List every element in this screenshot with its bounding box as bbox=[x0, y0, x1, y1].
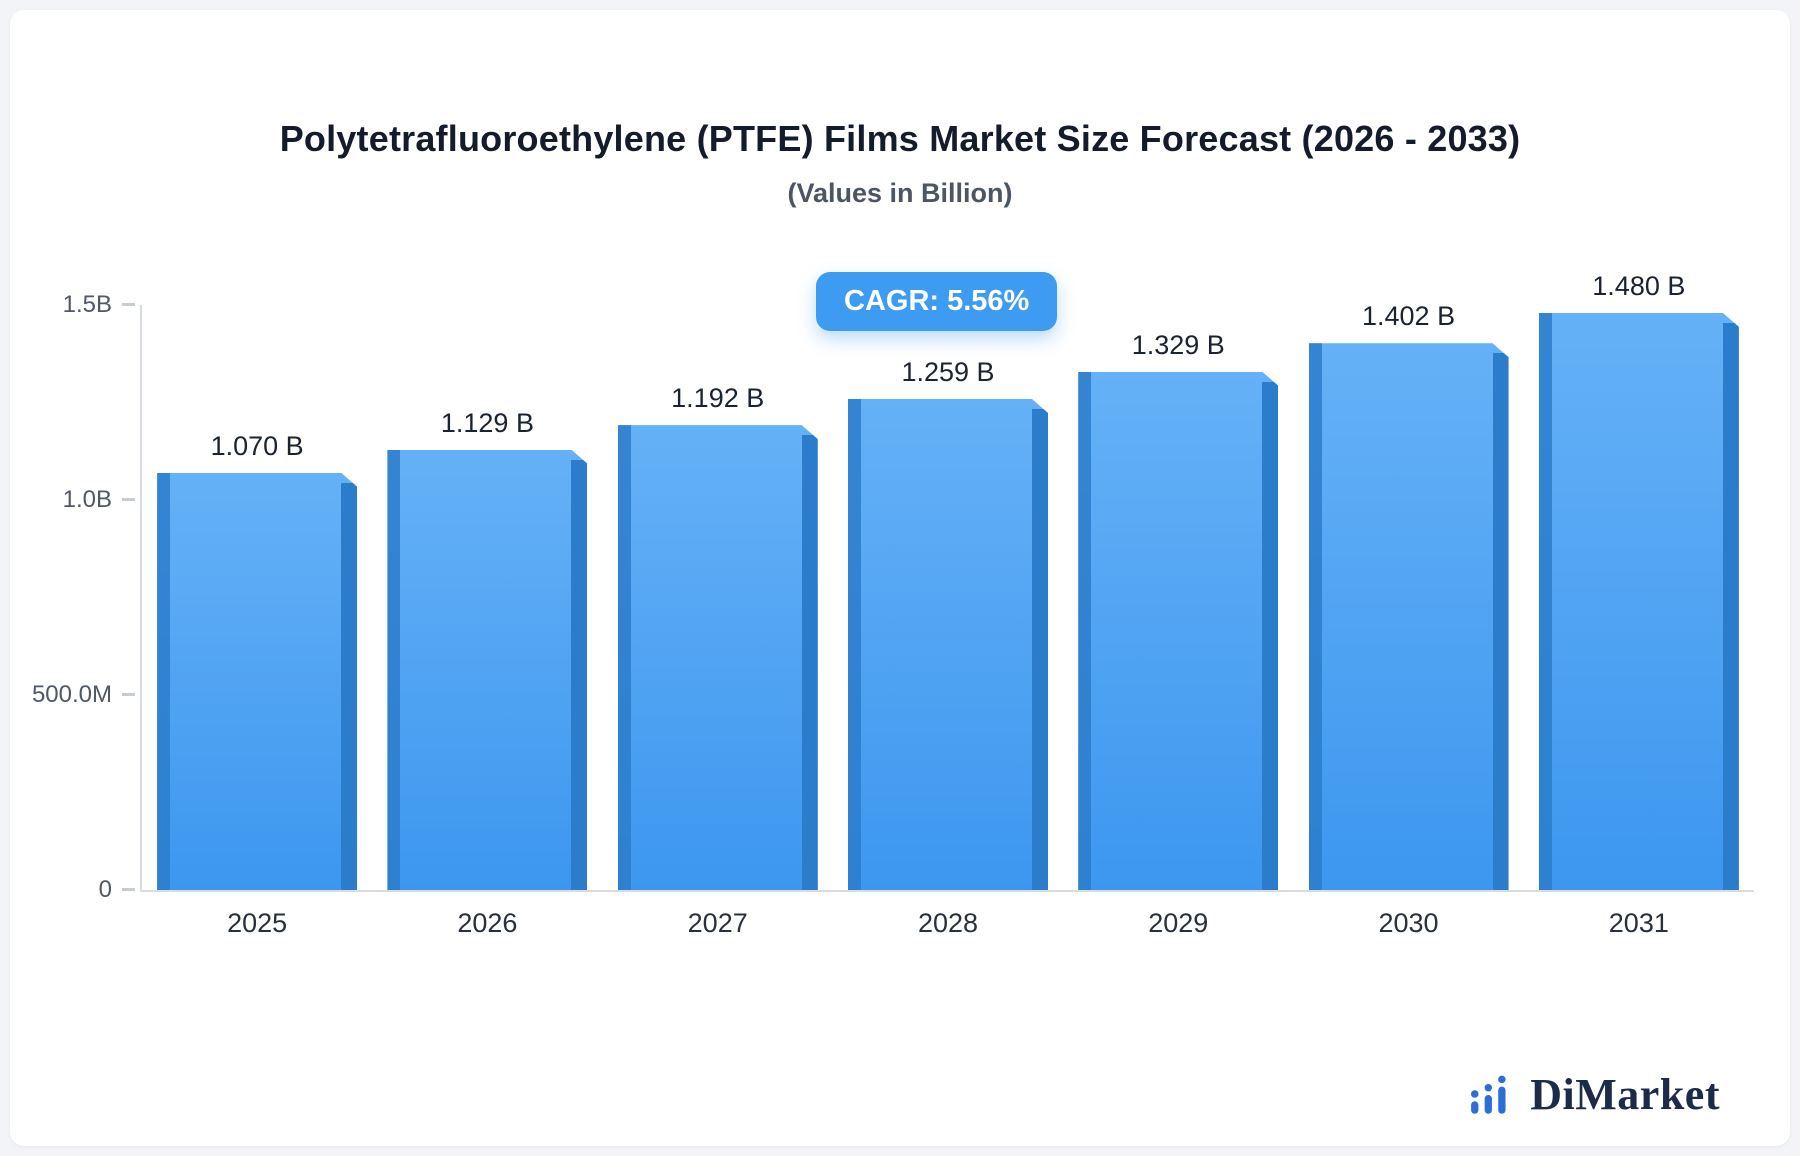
bar-2029 bbox=[1078, 372, 1278, 890]
y-tick-mark bbox=[122, 303, 135, 306]
x-axis-labels: 2025 2026 2027 2028 2029 2030 2031 bbox=[142, 908, 1754, 939]
bar-value-label: 1.480 B bbox=[1592, 270, 1686, 301]
x-axis-label-2028: 2028 bbox=[917, 908, 979, 938]
chart-title: Polytetrafluoroethylene (PTFE) Films Mar… bbox=[279, 118, 1521, 159]
x-axis-label-2027: 2027 bbox=[687, 908, 748, 938]
plot-area: 1.070 B 1.129 B 1.192 B 1.259 B 1.329 B 1.402… bbox=[32, 271, 1754, 938]
bar-value-label: 1.402 B bbox=[1362, 301, 1456, 332]
bars-container: 1.070 B 1.129 B 1.192 B 1.259 B 1.329 B 1.402… bbox=[142, 271, 1754, 890]
dimarket-logo-text: DiMarket bbox=[1530, 1070, 1720, 1119]
bar-slot-2028: 1.259 B bbox=[833, 305, 1063, 890]
bar-2026 bbox=[387, 450, 587, 890]
dimarket-logo: DiMarket bbox=[1469, 1069, 1720, 1120]
bar-2028 bbox=[848, 399, 1048, 890]
x-axis-label-2025: 2025 bbox=[227, 908, 288, 938]
bar-slot-2026: 1.129 B bbox=[372, 305, 602, 890]
x-axis-label-2031: 2031 bbox=[1608, 908, 1669, 938]
bar-2030 bbox=[1309, 343, 1509, 890]
bar-chart-dots-icon bbox=[1471, 1075, 1506, 1114]
bar-value-label: 1.192 B bbox=[671, 383, 765, 414]
bar-slot-2031: 1.480 B bbox=[1524, 271, 1754, 890]
bar-slot-2025: 1.070 B bbox=[142, 305, 372, 890]
y-tick-label: 1.0B bbox=[62, 486, 112, 513]
chart-card: Polytetrafluoroethylene (PTFE) Films Mar… bbox=[10, 10, 1790, 1146]
chart-subtitle: (Values in Billion) bbox=[787, 178, 1013, 208]
bar-slot-2029: 1.329 B bbox=[1063, 305, 1293, 890]
bar-value-label: 1.259 B bbox=[901, 357, 995, 387]
y-tick-mark bbox=[122, 498, 135, 501]
bar-slot-2027: 1.192 B bbox=[603, 305, 833, 890]
bar-2025 bbox=[157, 473, 357, 890]
bar-value-label: 1.329 B bbox=[1131, 329, 1225, 360]
bar-value-label: 1.129 B bbox=[440, 407, 534, 438]
y-tick-label: 500.0M bbox=[31, 681, 112, 709]
y-tick-label: 1.5B bbox=[62, 291, 112, 318]
y-tick-label: 0 bbox=[98, 876, 112, 903]
bar-2027 bbox=[618, 425, 818, 890]
y-tick-mark bbox=[122, 888, 135, 891]
x-axis-label-2030: 2030 bbox=[1378, 908, 1439, 938]
bar-2031 bbox=[1539, 313, 1739, 890]
x-axis-label-2026: 2026 bbox=[457, 908, 518, 938]
x-axis-label-2029: 2029 bbox=[1148, 908, 1209, 938]
bar-slot-2030: 1.402 B bbox=[1293, 301, 1523, 890]
cagr-badge: CAGR: 5.56% bbox=[816, 272, 1058, 331]
bar-value-label: 1.070 B bbox=[210, 430, 304, 461]
y-tick-mark bbox=[122, 693, 135, 697]
